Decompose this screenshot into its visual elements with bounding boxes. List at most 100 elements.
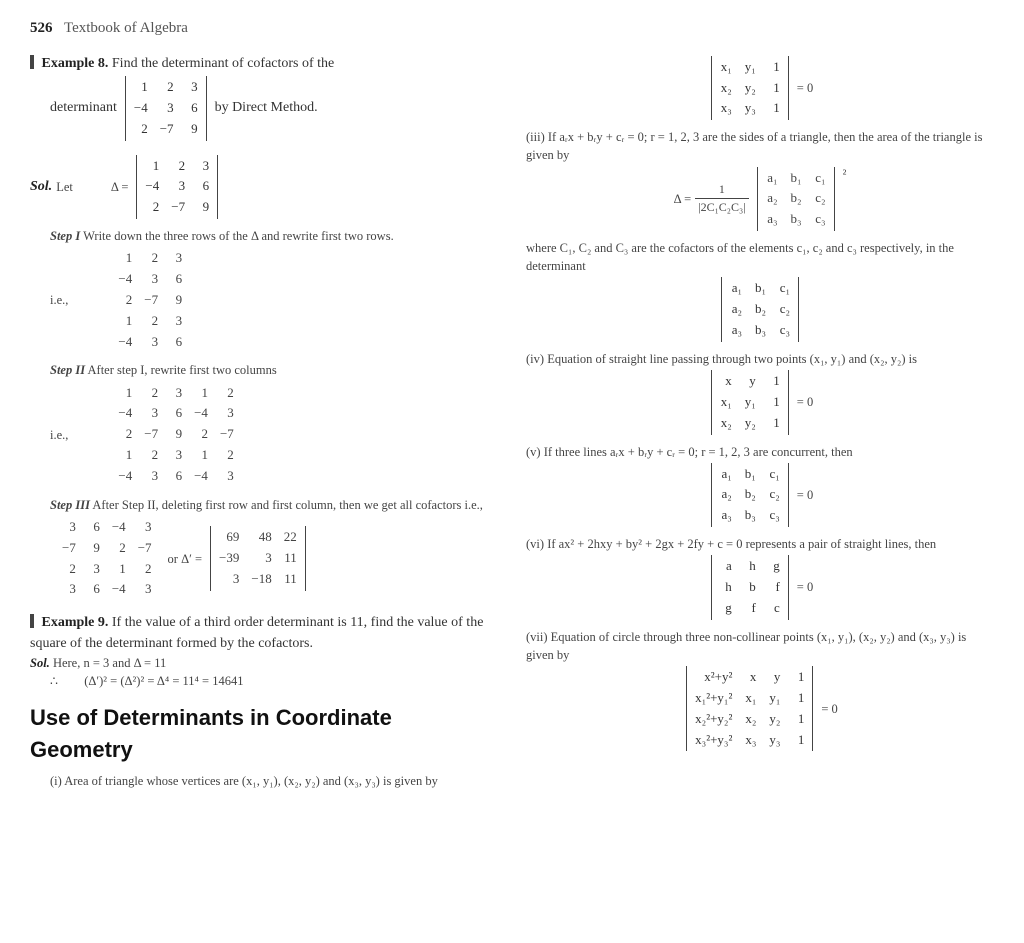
vii-num: (vii) — [526, 630, 548, 644]
iii-squared: ² — [843, 165, 847, 183]
eq-zero-v: = 0 — [797, 486, 813, 504]
matrix-cell: 1 — [768, 79, 780, 98]
step3-label: Step III — [50, 498, 90, 512]
matrix-cell: f — [768, 578, 780, 597]
matrix-cell: 1 — [145, 157, 159, 176]
matrix-cell: 1 — [768, 393, 780, 412]
matrix-cell: y₁ — [744, 58, 756, 77]
matrix-cell: 1 — [792, 710, 804, 729]
sol-label: Sol. — [30, 177, 52, 197]
matrix-cell: 6 — [186, 99, 198, 118]
delta-eq: Δ = — [111, 178, 129, 196]
vi-matrix: ahghbfgfc — [711, 555, 789, 620]
matrix-cell: y₂ — [744, 414, 756, 433]
v-text: If three lines aᵣx + bᵣy + cᵣ = 0; r = 1… — [544, 445, 853, 459]
matrix-cell: c₁ — [768, 465, 780, 484]
matrix-cell: 2 — [62, 560, 76, 579]
v-matrix: a₁b₁c₁a₂b₂c₂a₃b₃c₃ — [711, 463, 789, 528]
example-9-block: Example 9. If the value of a third order… — [30, 613, 498, 654]
matrix-cell: f — [744, 599, 756, 618]
matrix-cell: −7 — [144, 291, 158, 310]
vi-formula: ahghbfgfc = 0 — [526, 553, 994, 622]
matrix-cell: 2 — [144, 384, 158, 403]
matrix-cell: b₃ — [790, 210, 802, 229]
matrix-cell: −4 — [194, 467, 208, 486]
matrix-cell: a₃ — [766, 210, 778, 229]
step1-matrix-row: i.e., 123−4362−79123−436 — [30, 245, 498, 355]
matrix-cell: −4 — [145, 177, 159, 196]
matrix-cell: 1 — [118, 384, 132, 403]
solution-let-line: Sol. Let Δ = 123−4362−79 — [30, 153, 498, 222]
use-item-i: (i) Area of triangle whose vertices are … — [50, 772, 498, 790]
iii-frac-num: 1 — [695, 181, 748, 199]
matrix-cell: 2 — [118, 291, 132, 310]
matrix-cell: a₁ — [766, 169, 778, 188]
step1-label: Step I — [50, 229, 80, 243]
iv-text: Equation of straight line passing throug… — [547, 352, 917, 366]
matrix-cell: 1 — [112, 560, 126, 579]
matrix-cell: 3 — [170, 249, 182, 268]
iv-num: (iv) — [526, 352, 544, 366]
matrix-cell: c — [768, 599, 780, 618]
matrix-cell: 9 — [197, 198, 209, 217]
matrix-cell: 69 — [219, 528, 239, 547]
matrix-cell: 2 — [112, 539, 126, 558]
matrix-cell: 6 — [170, 270, 182, 289]
matrix-cell: y₂ — [768, 710, 780, 729]
matrix-cell: c₃ — [778, 321, 790, 340]
item-vi: (vi) If ax² + 2hxy + by² + 2gx + 2fy + c… — [526, 535, 994, 553]
matrix-cell: −7 — [138, 539, 152, 558]
matrix-cell: a₂ — [730, 300, 742, 319]
step1-matrix: 123−4362−79123−436 — [110, 247, 190, 353]
matrix-cell: x₁ — [720, 58, 732, 77]
example-8-label: Example 8. — [42, 56, 109, 71]
matrix-cell: x₁ — [744, 689, 756, 708]
ex9-here: Here, n = 3 and Δ = 11 — [53, 656, 166, 670]
matrix-cell: b₂ — [754, 300, 766, 319]
matrix-cell: 3 — [171, 177, 185, 196]
matrix-cell: a₃ — [720, 506, 732, 525]
delta-matrix: 123−4362−79 — [136, 155, 218, 220]
matrix-cell: 9 — [170, 291, 182, 310]
ex9-calc: (Δ′)² = (Δ²)² = Δ⁴ = 11⁴ = 14641 — [84, 674, 243, 688]
step2-text: After step I, rewrite first two columns — [88, 363, 277, 377]
eq-zero-vi: = 0 — [797, 578, 813, 596]
matrix-cell: 2 — [118, 425, 132, 444]
matrix-cell: b — [744, 578, 756, 597]
matrix-cell: 3 — [88, 560, 100, 579]
matrix-cell: c₂ — [778, 300, 790, 319]
example-8-heading: Example 8. Find the determinant of cofac… — [30, 54, 498, 74]
matrix-cell: 3 — [138, 580, 152, 599]
matrix-cell: 1 — [768, 372, 780, 391]
page-root: 526 Textbook of Algebra Example 8. Find … — [0, 0, 1024, 943]
matrix-cell: 1 — [792, 668, 804, 687]
matrix-cell: b₁ — [790, 169, 802, 188]
example-8-text: Find the determinant of cofactors of the — [112, 56, 334, 71]
item-iii: (iii) If aᵣx + bᵣy + cᵣ = 0; r = 1, 2, 3… — [526, 128, 994, 164]
ie-label-1: i.e., — [50, 291, 68, 309]
matrix-cell: g — [720, 599, 732, 618]
matrix-cell: 3 — [138, 518, 152, 537]
matrix-cell: h — [720, 578, 732, 597]
matrix-cell: 1 — [768, 414, 780, 433]
matrix-cell: −7 — [220, 425, 234, 444]
matrix-cell: −4 — [134, 99, 148, 118]
v-formula: a₁b₁c₁a₂b₂c₂a₃b₃c₃ = 0 — [526, 461, 994, 530]
matrix-cell: 2 — [134, 120, 148, 139]
matrix-cell: 1 — [768, 58, 780, 77]
matrix-cell: x — [744, 668, 756, 687]
item-v: (v) If three lines aᵣx + bᵣy + cᵣ = 0; r… — [526, 443, 994, 461]
matrix-cell: 9 — [88, 539, 100, 558]
iii-fraction: 1 |2C₁C₂C₃| — [695, 181, 748, 217]
matrix-cell: 48 — [251, 528, 271, 547]
matrix-cell: 1 — [134, 78, 148, 97]
matrix-cell: b₂ — [790, 189, 802, 208]
therefore-symbol: ∴ — [50, 674, 58, 688]
step2-matrix: 12312−436−432−792−712312−436−43 — [110, 382, 241, 488]
ex9-calc-line: ∴ (Δ′)² = (Δ²)² = Δ⁴ = 11⁴ = 14641 — [50, 672, 498, 690]
matrix-cell: 1 — [768, 99, 780, 118]
vii-formula: x²+y²xy1x₁²+y₁²x₁y₁1x₂²+y₂²x₂y₂1x₃²+y₃²x… — [526, 664, 994, 753]
matrix-cell: h — [744, 557, 756, 576]
matrix-cell: 11 — [284, 549, 297, 568]
matrix-cell: 3 — [144, 404, 158, 423]
